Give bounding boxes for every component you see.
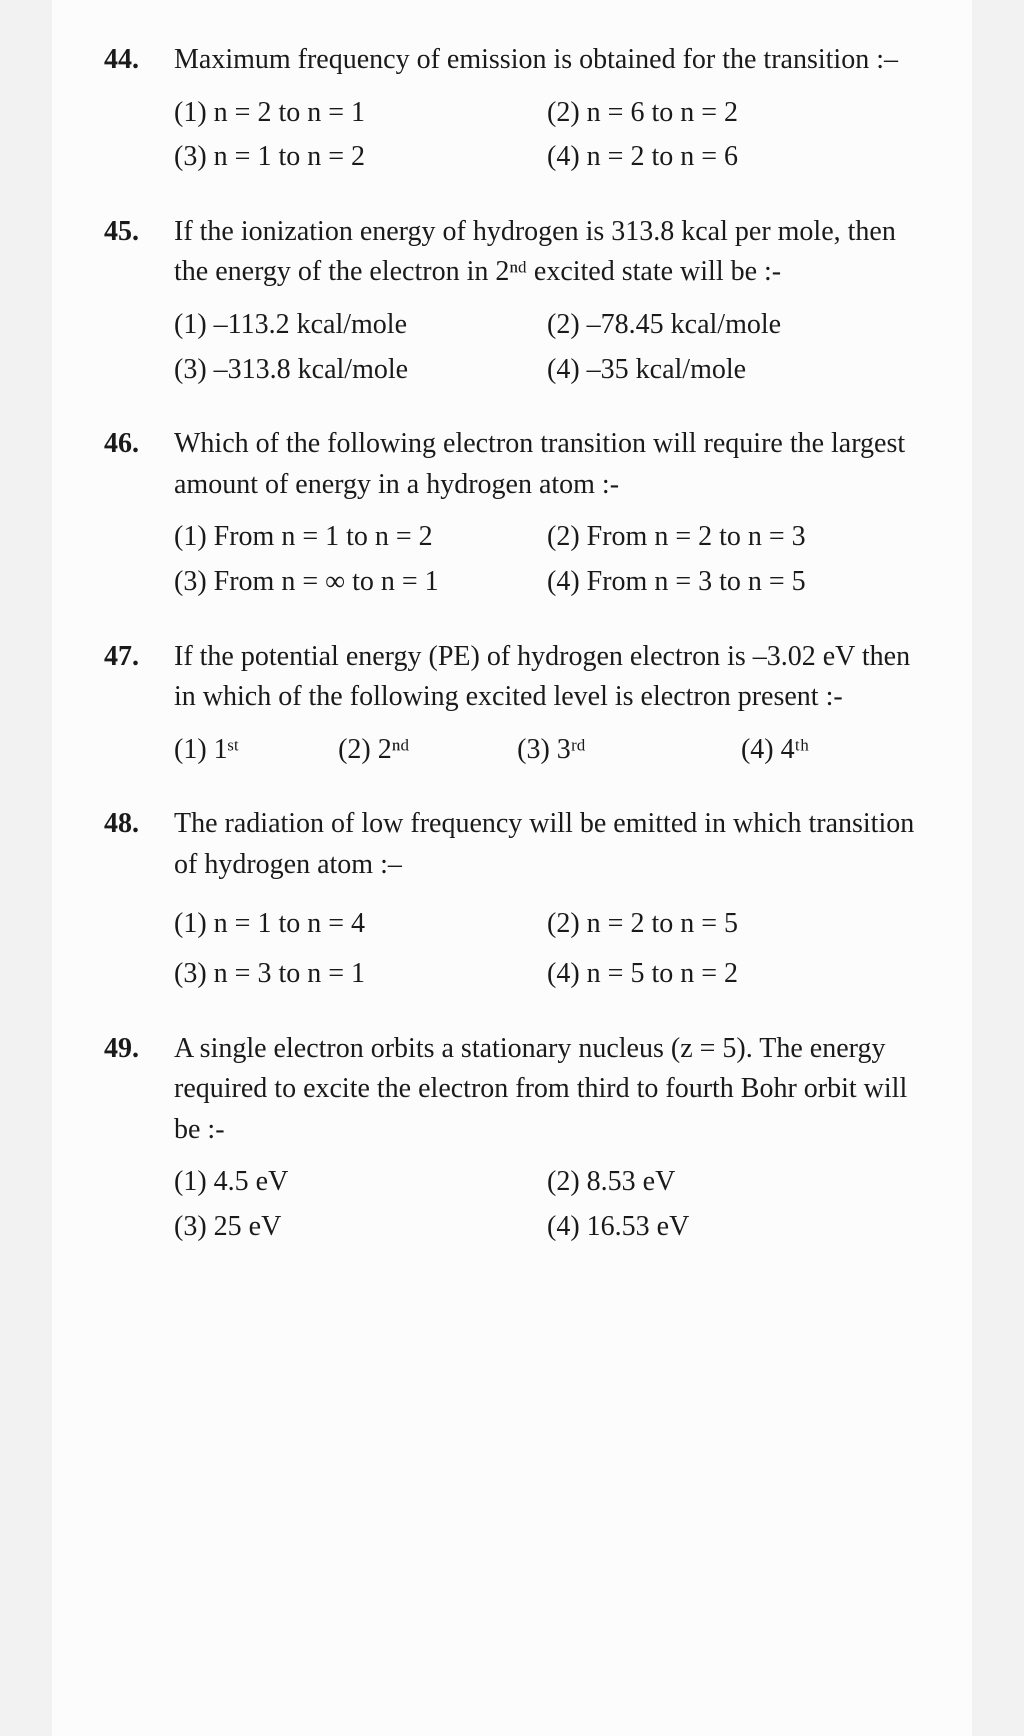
question-body: If the potential energy (PE) of hydrogen… [174,637,920,771]
question-number: 46. [104,424,174,602]
page: 44. Maximum frequency of emission is obt… [52,0,972,1736]
option-2: (2) n = 2 to n = 5 [547,904,920,945]
question-stem: A single electron orbits a stationary nu… [174,1029,920,1151]
option-3: (3) –313.8 kcal/mole [174,350,547,391]
question-body: A single electron orbits a stationary nu… [174,1029,920,1248]
option-3: (3) 3ʳᵈ [517,730,741,771]
option-3: (3) n = 3 to n = 1 [174,954,547,995]
question-stem: If the potential energy (PE) of hydrogen… [174,637,920,718]
question-body: Which of the following electron transiti… [174,424,920,602]
question-body: If the ionization energy of hydrogen is … [174,212,920,390]
question-number: 44. [104,40,174,178]
option-1: (1) 4.5 eV [174,1162,547,1203]
option-4: (4) n = 2 to n = 6 [547,137,920,178]
option-2: (2) –78.45 kcal/mole [547,305,920,346]
option-2: (2) 8.53 eV [547,1162,920,1203]
option-4: (4) From n = 3 to n = 5 [547,562,920,603]
option-2: (2) From n = 2 to n = 3 [547,517,920,558]
question-stem: The radiation of low frequency will be e… [174,804,920,885]
question-stem: If the ionization energy of hydrogen is … [174,212,920,293]
options: (1) –113.2 kcal/mole (2) –78.45 kcal/mol… [174,301,920,390]
option-4: (4) 4ᵗʰ [741,730,920,771]
question-number: 47. [104,637,174,771]
option-1: (1) –113.2 kcal/mole [174,305,547,346]
option-1: (1) 1ˢᵗ [174,730,338,771]
question-stem: Which of the following electron transiti… [174,424,920,505]
options: (1) 1ˢᵗ (2) 2ⁿᵈ (3) 3ʳᵈ (4) 4ᵗʰ [174,726,920,771]
option-1: (1) From n = 1 to n = 2 [174,517,547,558]
option-2: (2) 2ⁿᵈ [338,730,517,771]
options: (1) From n = 1 to n = 2 (2) From n = 2 t… [174,513,920,602]
option-1: (1) n = 1 to n = 4 [174,904,547,945]
question-44: 44. Maximum frequency of emission is obt… [104,40,920,178]
question-number: 45. [104,212,174,390]
question-48: 48. The radiation of low frequency will … [104,804,920,994]
question-47: 47. If the potential energy (PE) of hydr… [104,637,920,771]
question-body: Maximum frequency of emission is obtaine… [174,40,920,178]
question-45: 45. If the ionization energy of hydrogen… [104,212,920,390]
option-2: (2) n = 6 to n = 2 [547,93,920,134]
options: (1) 4.5 eV (2) 8.53 eV (3) 25 eV (4) 16.… [174,1158,920,1247]
options: (1) n = 1 to n = 4 (2) n = 2 to n = 5 (3… [174,894,920,995]
question-stem: Maximum frequency of emission is obtaine… [174,40,920,81]
option-4: (4) –35 kcal/mole [547,350,920,391]
question-number: 48. [104,804,174,994]
option-1: (1) n = 2 to n = 1 [174,93,547,134]
option-4: (4) n = 5 to n = 2 [547,954,920,995]
question-49: 49. A single electron orbits a stationar… [104,1029,920,1248]
option-3: (3) From n = ∞ to n = 1 [174,562,547,603]
question-body: The radiation of low frequency will be e… [174,804,920,994]
option-4: (4) 16.53 eV [547,1207,920,1248]
option-3: (3) n = 1 to n = 2 [174,137,547,178]
option-3: (3) 25 eV [174,1207,547,1248]
options: (1) n = 2 to n = 1 (2) n = 6 to n = 2 (3… [174,89,920,178]
question-number: 49. [104,1029,174,1248]
question-46: 46. Which of the following electron tran… [104,424,920,602]
